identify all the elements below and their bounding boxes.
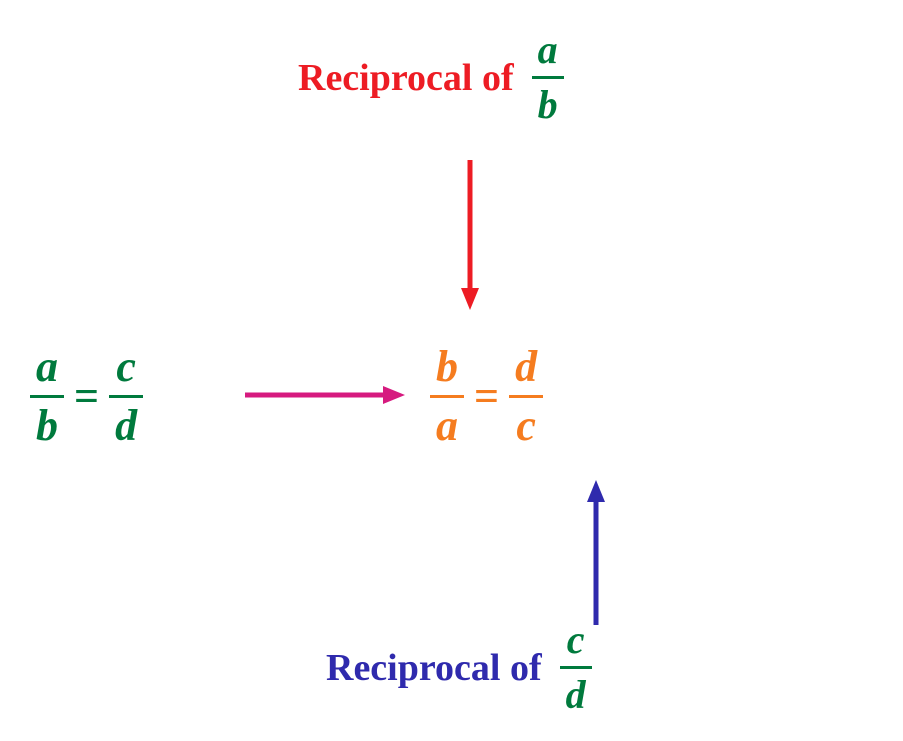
- label-text: Reciprocal of: [326, 646, 542, 690]
- arrow-left-to-right: [245, 386, 405, 404]
- numerator: c: [561, 620, 591, 666]
- right-equation: b a = d c: [430, 345, 543, 448]
- fraction-a-over-b: a b: [30, 345, 64, 448]
- arrow-bottom-up: [587, 480, 605, 625]
- numerator: a: [532, 30, 564, 76]
- numerator: b: [430, 345, 464, 395]
- fraction-c-over-d: c d: [109, 345, 143, 448]
- numerator: d: [509, 345, 543, 395]
- fraction-c-over-d-small: c d: [560, 620, 592, 715]
- fraction-b-over-a: b a: [430, 345, 464, 448]
- equals-sign: =: [464, 371, 509, 422]
- denominator: a: [430, 398, 464, 448]
- numerator: c: [110, 345, 142, 395]
- denominator: d: [560, 669, 592, 715]
- left-equation: a b = c d: [30, 345, 143, 448]
- label-text: Reciprocal of: [298, 56, 514, 100]
- equals-sign: =: [64, 371, 109, 422]
- fraction-d-over-c: d c: [509, 345, 543, 448]
- top-label-reciprocal: Reciprocal of a b: [298, 30, 564, 125]
- denominator: d: [109, 398, 143, 448]
- fraction-a-over-b-small: a b: [532, 30, 564, 125]
- denominator: b: [30, 398, 64, 448]
- bottom-label-reciprocal: Reciprocal of c d: [326, 620, 592, 715]
- numerator: a: [30, 345, 64, 395]
- diagram-stage: a b = c d b a = d c Reciprocal of a b: [0, 0, 903, 741]
- arrow-top-down: [461, 160, 479, 310]
- denominator: c: [510, 398, 542, 448]
- denominator: b: [532, 79, 564, 125]
